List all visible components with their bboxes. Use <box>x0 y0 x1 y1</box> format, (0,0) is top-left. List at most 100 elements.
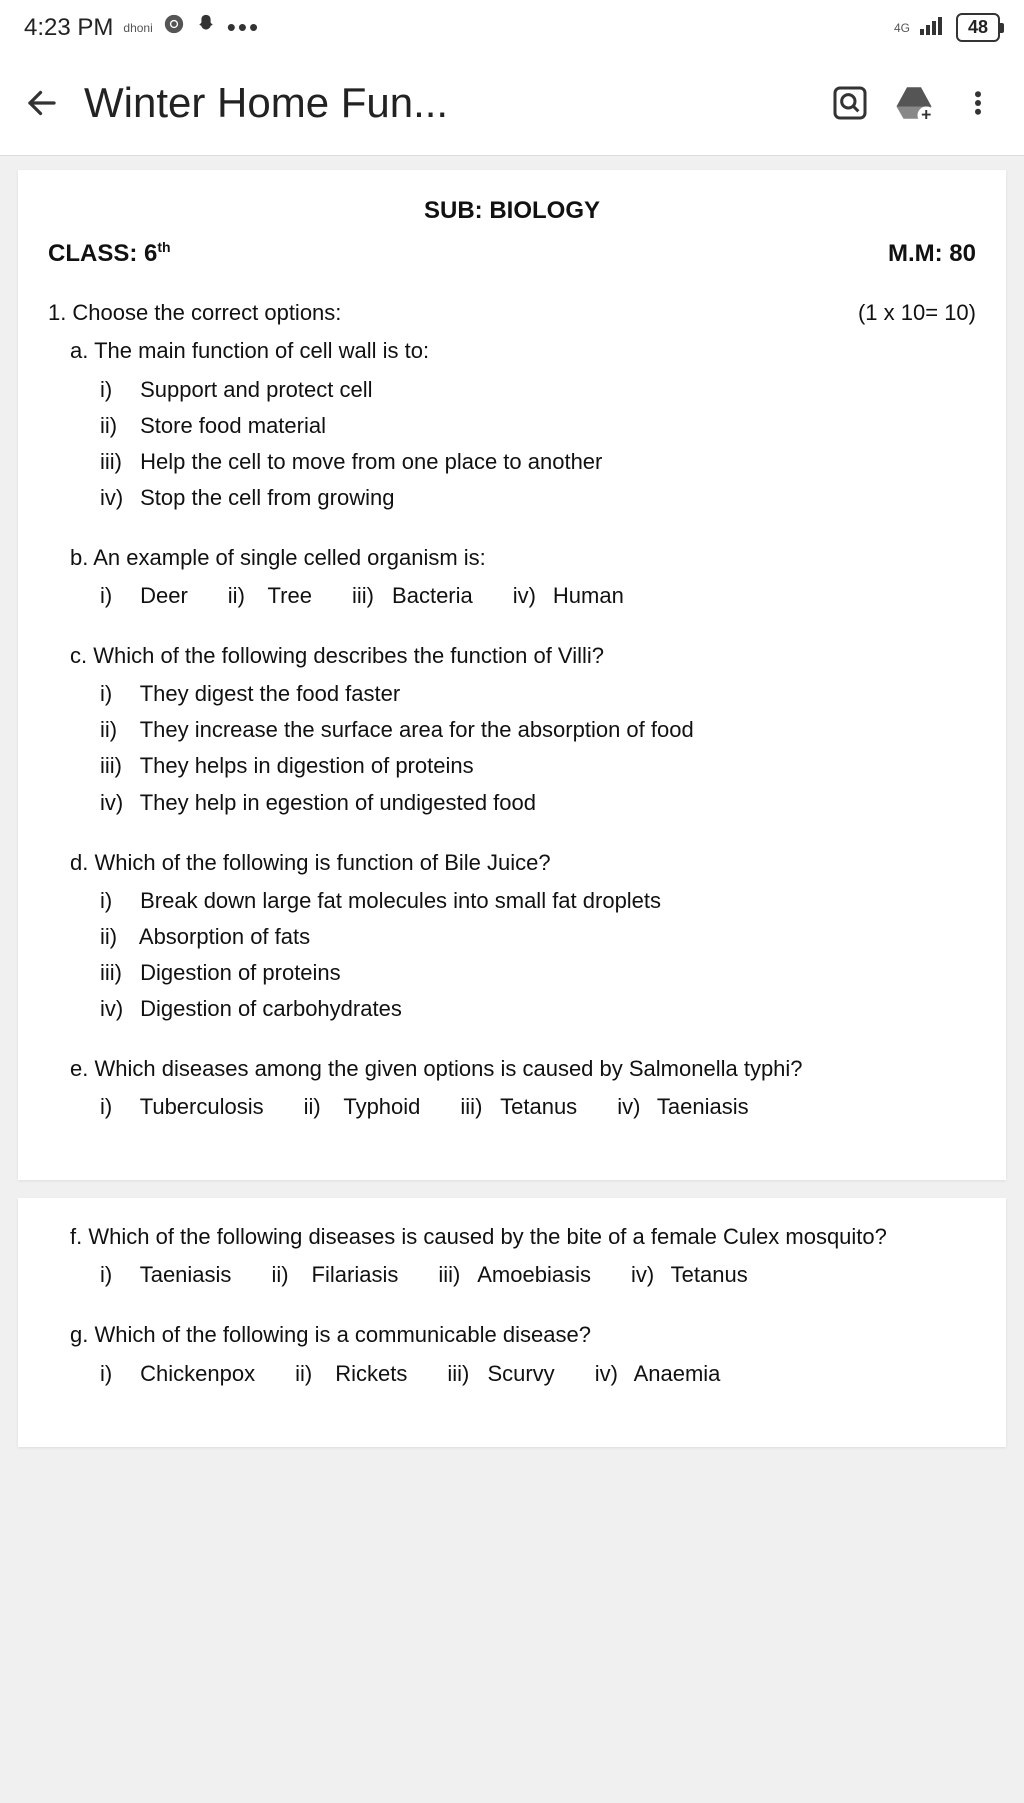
question-body: Which of the following is function of Bi… <box>94 850 550 875</box>
option: i) They digest the food faster <box>100 677 976 711</box>
option-text: They helps in digestion of proteins <box>134 753 474 778</box>
snapchat-icon <box>195 13 217 42</box>
chrome-icon <box>163 13 185 42</box>
question-text: e. Which diseases among the given option… <box>70 1052 976 1086</box>
question-letter: c. <box>70 643 93 668</box>
question-body: Which of the following diseases is cause… <box>88 1224 887 1249</box>
question-text: b. An example of single celled organism … <box>70 541 976 575</box>
option: i) Taeniasis <box>100 1258 231 1292</box>
option: iv) Taeniasis <box>617 1090 748 1124</box>
option-number: iii) <box>460 1090 494 1124</box>
option-number: iv) <box>100 992 134 1026</box>
option-text: Chickenpox <box>134 1361 255 1386</box>
option: i) Chickenpox <box>100 1357 255 1391</box>
question-body: Which of the following describes the fun… <box>93 643 604 668</box>
option-text: Tree <box>262 583 312 608</box>
question-text: c. Which of the following describes the … <box>70 639 976 673</box>
option-text: Break down large fat molecules into smal… <box>134 888 661 913</box>
option-text: Anaemia <box>629 1361 721 1386</box>
option: ii) Rickets <box>295 1357 407 1391</box>
option-number: iii) <box>438 1258 472 1292</box>
option-number: i) <box>100 373 134 407</box>
question-letter: g. <box>70 1322 94 1347</box>
option: iii) Amoebiasis <box>438 1258 591 1292</box>
overflow-menu-icon[interactable] <box>956 81 1000 125</box>
question-body: Which diseases among the given options i… <box>94 1056 802 1081</box>
option-text: Support and protect cell <box>134 377 372 402</box>
options: i) Tuberculosisii) Typhoidiii) Tetanusiv… <box>100 1090 976 1124</box>
section-number: 1. <box>48 296 66 330</box>
questions-list: a. The main function of cell wall is to:… <box>48 334 976 1124</box>
signal-icon <box>920 14 946 42</box>
back-button[interactable] <box>20 81 64 125</box>
drive-add-icon[interactable]: + <box>892 81 936 125</box>
option-text: Scurvy <box>481 1361 554 1386</box>
option: iii) They helps in digestion of proteins <box>100 749 976 783</box>
section-marks: (1 x 10= 10) <box>818 296 976 330</box>
option-text: Amoebiasis <box>472 1262 591 1287</box>
option: i) Tuberculosis <box>100 1090 264 1124</box>
question: e. Which diseases among the given option… <box>70 1052 976 1124</box>
options: i) Deer ii) Tree iii) Bacteria iv) Human <box>100 579 976 613</box>
option: i) Break down large fat molecules into s… <box>100 884 976 918</box>
option-text: Rickets <box>329 1361 407 1386</box>
option: iii) Bacteria <box>352 579 473 613</box>
status-carrier: dhoni <box>123 21 152 35</box>
section-title: Choose the correct options: <box>72 296 341 330</box>
option-number: ii) <box>100 713 134 747</box>
option-text: Typhoid <box>338 1094 421 1119</box>
question-text: d. Which of the following is function of… <box>70 846 976 880</box>
option-number: iv) <box>617 1090 651 1124</box>
option-number: iv) <box>595 1357 629 1391</box>
option: ii) Filariasis <box>271 1258 398 1292</box>
svg-text:+: + <box>921 105 931 125</box>
option: iv) Human <box>513 579 624 613</box>
battery-indicator: 48 <box>956 13 1000 42</box>
option-text: Bacteria <box>386 583 473 608</box>
option-text: Tetanus <box>665 1262 748 1287</box>
option-number: iv) <box>513 579 547 613</box>
option-number: i) <box>100 1357 134 1391</box>
question-letter: a. <box>70 338 94 363</box>
option-number: iv) <box>631 1258 665 1292</box>
section-heading: 1. Choose the correct options: (1 x 10= … <box>48 296 976 330</box>
option-number: ii) <box>228 579 262 613</box>
question-text: a. The main function of cell wall is to: <box>70 334 976 368</box>
option: iv) They help in egestion of undigested … <box>100 786 976 820</box>
option: iii) Help the cell to move from one plac… <box>100 445 976 479</box>
status-bar: 4:23 PM dhoni ••• 4G 48 <box>0 0 1024 51</box>
options: i) They digest the food fasterii) They i… <box>100 677 976 819</box>
option-number: i) <box>100 1258 134 1292</box>
option-number: iii) <box>447 1357 481 1391</box>
questions-list-2: f. Which of the following diseases is ca… <box>48 1220 976 1390</box>
option: iv) Stop the cell from growing <box>100 481 976 515</box>
question-letter: f. <box>70 1224 88 1249</box>
option-number: iii) <box>100 445 134 479</box>
question-text: f. Which of the following diseases is ca… <box>70 1220 976 1254</box>
class-label: CLASS: 6th <box>48 235 171 272</box>
option: ii) Tree <box>228 579 312 613</box>
option-text: Digestion of carbohydrates <box>134 996 402 1021</box>
question: a. The main function of cell wall is to:… <box>70 334 976 514</box>
option: iv) Tetanus <box>631 1258 748 1292</box>
document-page-1: SUB: BIOLOGY CLASS: 6th M.M: 80 1. Choos… <box>18 170 1006 1180</box>
find-icon[interactable] <box>828 81 872 125</box>
option-text: Digestion of proteins <box>134 960 341 985</box>
option-number: ii) <box>271 1258 305 1292</box>
question-body: An example of single celled organism is: <box>93 545 486 570</box>
status-right: 4G 48 <box>894 13 1000 42</box>
options: i) Support and protect cell ii) Store foo… <box>100 373 976 515</box>
option-text: Tetanus <box>494 1094 577 1119</box>
option-number: iii) <box>352 579 386 613</box>
option-text: Deer <box>134 583 188 608</box>
question-body: Which of the following is a communicable… <box>94 1322 590 1347</box>
option-text: Human <box>547 583 624 608</box>
option: iv) Digestion of carbohydrates <box>100 992 976 1026</box>
question: f. Which of the following diseases is ca… <box>70 1220 976 1292</box>
option: ii) Store food material <box>100 409 976 443</box>
option: ii) Absorption of fats <box>100 920 976 954</box>
option-number: i) <box>100 884 134 918</box>
option: i) Deer <box>100 579 188 613</box>
more-notifications-icon: ••• <box>227 12 260 43</box>
option-text: They digest the food faster <box>134 681 400 706</box>
